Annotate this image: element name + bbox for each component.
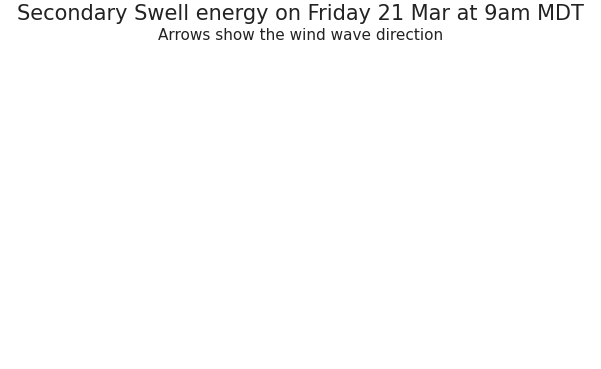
Text: Arrows show the wind wave direction: Arrows show the wind wave direction — [158, 28, 443, 44]
Text: Map (cartopy required): Map (cartopy required) — [220, 203, 381, 216]
Text: Secondary Swell energy on Friday 21 Mar at 9am MDT: Secondary Swell energy on Friday 21 Mar … — [17, 4, 584, 24]
